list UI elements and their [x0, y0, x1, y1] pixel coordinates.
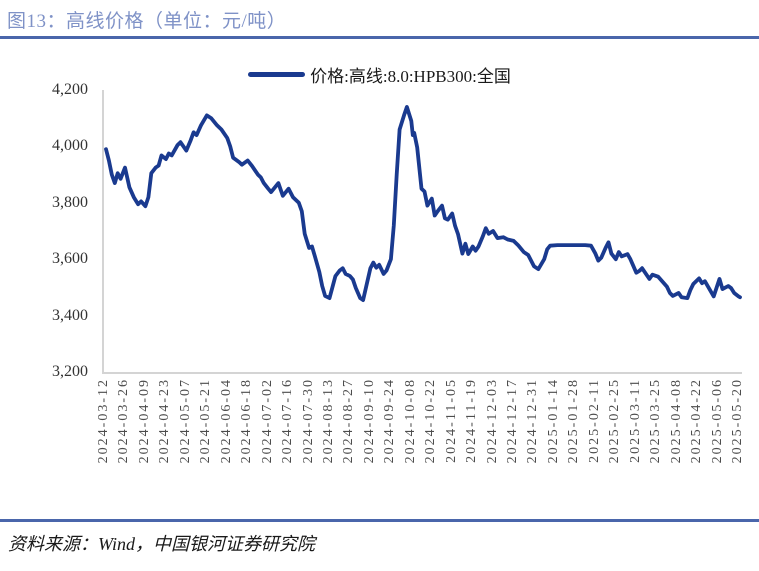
- x-tick-label: 2025-04-22: [689, 378, 705, 464]
- x-tick-label: 2025-05-20: [730, 378, 745, 464]
- x-tick-label: 2024-09-24: [382, 378, 398, 464]
- x-tick-label: 2024-06-18: [239, 378, 255, 464]
- x-tick-label: 2025-01-14: [545, 378, 561, 464]
- x-tick-label: 2024-11-19: [464, 378, 480, 463]
- title-divider-rule: [0, 36, 759, 39]
- x-tick-label: 2024-05-21: [198, 378, 214, 464]
- x-tick-label: 2025-03-25: [648, 378, 664, 464]
- x-tick-label: 2024-09-10: [361, 378, 377, 464]
- x-tick-label: 2024-07-02: [259, 378, 275, 464]
- y-tick-label: 4,200: [52, 81, 88, 98]
- y-tick-label: 3,600: [52, 250, 88, 268]
- x-tick-label: 2024-11-05: [443, 378, 459, 463]
- x-tick-label: 2024-12-31: [525, 378, 541, 464]
- x-tick-label: 2024-04-23: [157, 378, 173, 464]
- x-tick-label: 2024-04-09: [136, 378, 152, 464]
- x-tick-label: 2025-04-08: [668, 378, 684, 464]
- x-tick-label: 2024-12-03: [484, 378, 500, 464]
- source-divider-rule: [0, 519, 759, 522]
- x-tick-label: 2024-10-08: [402, 378, 418, 464]
- source-note: 资料来源：Wind，中国银河证券研究院: [8, 534, 316, 554]
- x-tick-label: 2025-02-25: [607, 378, 623, 464]
- x-tick-label: 2024-03-12: [96, 378, 111, 464]
- x-tick-label: 2024-08-13: [320, 378, 336, 464]
- x-tick-label: 2024-07-16: [280, 378, 296, 464]
- legend-series-label: 价格:高线:8.0:HPB300:全国: [310, 67, 511, 86]
- x-tick-label: 2025-05-06: [709, 378, 725, 464]
- x-tick-label: 2024-07-30: [300, 378, 316, 464]
- x-tick-label: 2024-10-22: [423, 378, 439, 464]
- x-tick-label: 2024-05-07: [177, 378, 193, 464]
- x-tick-label: 2024-12-17: [505, 378, 521, 464]
- price-series-line: [104, 105, 742, 302]
- y-tick-label: 3,800: [52, 193, 88, 211]
- y-tick-label: 3,400: [52, 306, 88, 324]
- x-tick-label: 2025-01-28: [566, 378, 582, 464]
- x-tick-label: 2024-08-27: [341, 378, 357, 464]
- x-tick-label: 2025-03-11: [627, 378, 643, 463]
- x-tick-label: 2024-06-04: [218, 378, 234, 464]
- y-tick-label: 4,000: [52, 137, 88, 155]
- x-tick-label: 2024-03-26: [116, 378, 132, 464]
- figure-title: 图13：高线价格（单位：元/吨）: [7, 11, 287, 32]
- x-tick-label: 2025-02-11: [586, 378, 602, 463]
- chart-legend: 价格:高线:8.0:HPB300:全国: [0, 62, 759, 87]
- price-line-chart: [104, 105, 742, 302]
- legend-line-swatch: [248, 72, 306, 77]
- y-tick-label: 3,200: [52, 363, 88, 380]
- plot-area: [102, 90, 742, 374]
